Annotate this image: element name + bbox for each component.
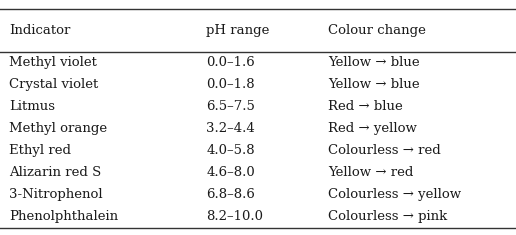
Text: Colourless → pink: Colourless → pink <box>328 210 447 223</box>
Text: 0.0–1.8: 0.0–1.8 <box>206 78 255 91</box>
Text: 4.6–8.0: 4.6–8.0 <box>206 166 255 179</box>
Text: Red → blue: Red → blue <box>328 100 402 113</box>
Text: 6.5–7.5: 6.5–7.5 <box>206 100 255 113</box>
Text: Yellow → blue: Yellow → blue <box>328 78 420 91</box>
Text: 3.2–4.4: 3.2–4.4 <box>206 122 255 135</box>
Text: 8.2–10.0: 8.2–10.0 <box>206 210 263 223</box>
Text: Colourless → yellow: Colourless → yellow <box>328 188 461 201</box>
Text: Indicator: Indicator <box>9 24 71 37</box>
Text: Litmus: Litmus <box>9 100 55 113</box>
Text: Methyl orange: Methyl orange <box>9 122 107 135</box>
Text: 0.0–1.6: 0.0–1.6 <box>206 56 255 69</box>
Text: 6.8–8.6: 6.8–8.6 <box>206 188 255 201</box>
Text: Phenolphthalein: Phenolphthalein <box>9 210 118 223</box>
Text: Colourless → red: Colourless → red <box>328 144 441 157</box>
Text: Ethyl red: Ethyl red <box>9 144 71 157</box>
Text: 4.0–5.8: 4.0–5.8 <box>206 144 255 157</box>
Text: Yellow → blue: Yellow → blue <box>328 56 420 69</box>
Text: Red → yellow: Red → yellow <box>328 122 416 135</box>
Text: 3-Nitrophenol: 3-Nitrophenol <box>9 188 103 201</box>
Text: pH range: pH range <box>206 24 270 37</box>
Text: Alizarin red S: Alizarin red S <box>9 166 102 179</box>
Text: Yellow → red: Yellow → red <box>328 166 413 179</box>
Text: Colour change: Colour change <box>328 24 426 37</box>
Text: Methyl violet: Methyl violet <box>9 56 97 69</box>
Text: Crystal violet: Crystal violet <box>9 78 99 91</box>
